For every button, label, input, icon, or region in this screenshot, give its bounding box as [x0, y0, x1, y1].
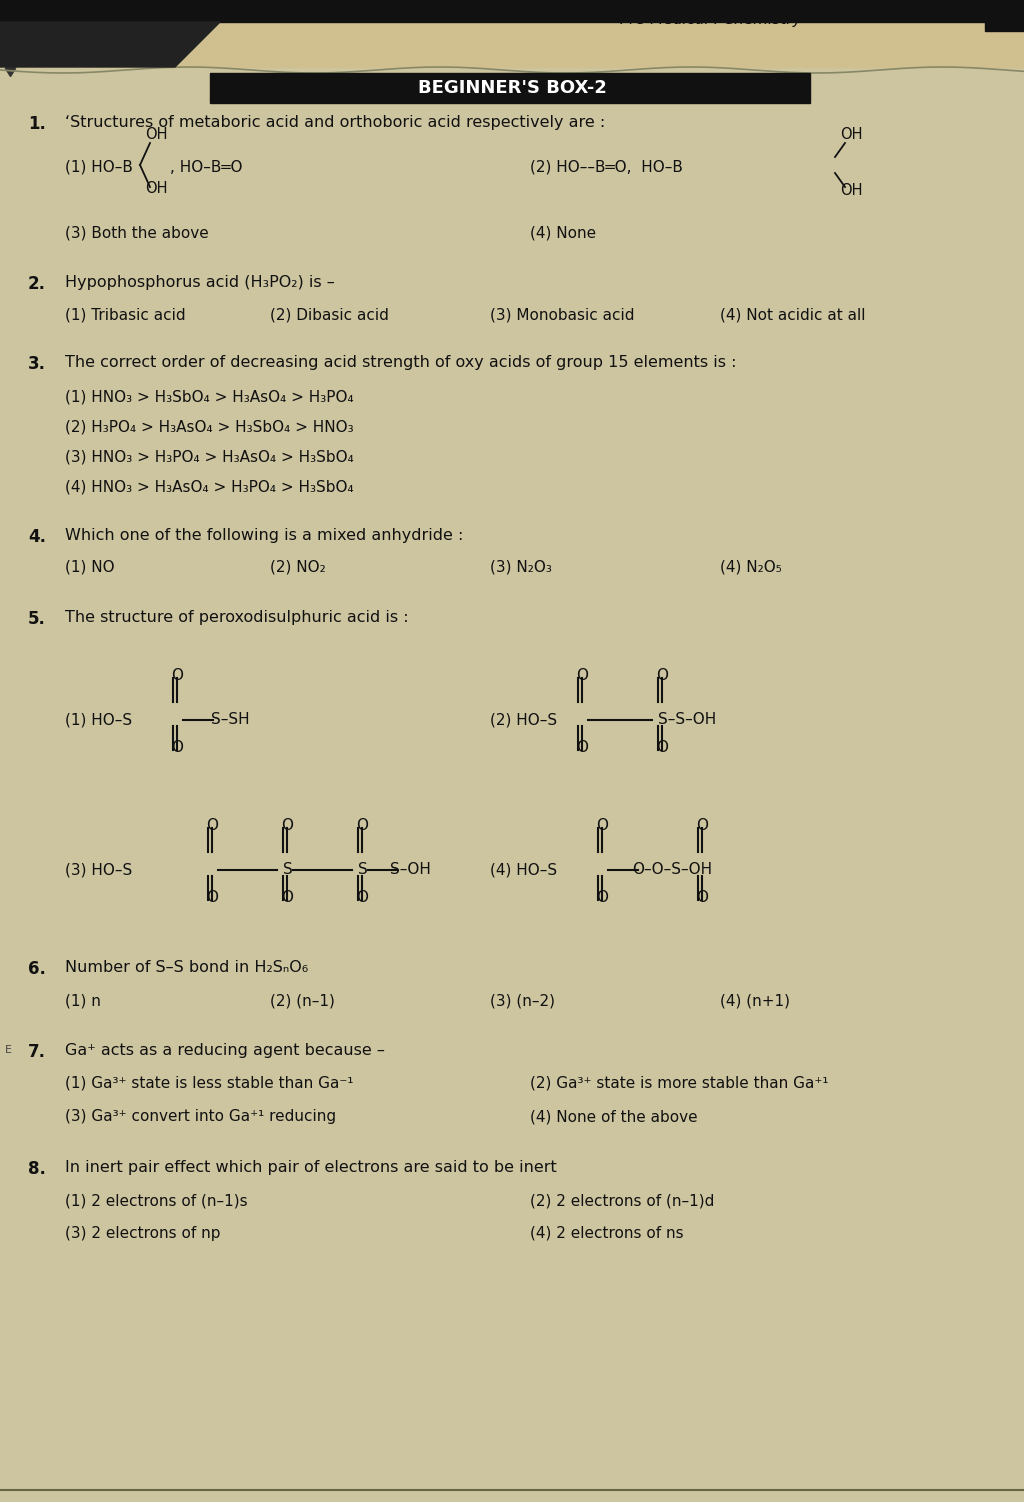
Text: O: O — [596, 891, 608, 906]
Text: (2) Dibasic acid: (2) Dibasic acid — [270, 308, 389, 323]
Text: (4) None: (4) None — [530, 225, 596, 240]
Text: (4) HNO₃ > H₃AsO₄ > H₃PO₄ > H₃SbO₄: (4) HNO₃ > H₃AsO₄ > H₃PO₄ > H₃SbO₄ — [65, 481, 353, 496]
Text: 1.: 1. — [28, 116, 46, 134]
Text: E: E — [4, 1045, 11, 1054]
Text: O: O — [696, 819, 708, 834]
Text: (3) Both the above: (3) Both the above — [65, 225, 209, 240]
Text: In inert pair effect which pair of electrons are said to be inert: In inert pair effect which pair of elect… — [65, 1160, 557, 1175]
Text: O: O — [656, 668, 668, 683]
Text: (3) N₂O₃: (3) N₂O₃ — [490, 560, 552, 575]
Text: 11: 11 — [993, 11, 1015, 26]
Text: (3) Ga³⁺ convert into Ga⁺¹ reducing: (3) Ga³⁺ convert into Ga⁺¹ reducing — [65, 1108, 336, 1123]
Text: (2) HO–S: (2) HO–S — [490, 712, 557, 727]
Text: O: O — [575, 740, 588, 756]
Text: (1) 2 electrons of (n–1)s: (1) 2 electrons of (n–1)s — [65, 1193, 248, 1208]
Text: (1) Ga³⁺ state is less stable than Ga⁻¹: (1) Ga³⁺ state is less stable than Ga⁻¹ — [65, 1075, 353, 1090]
Text: (1) Tribasic acid: (1) Tribasic acid — [65, 308, 185, 323]
Text: (2) HO––B═O,  HO–B: (2) HO––B═O, HO–B — [530, 159, 683, 174]
Bar — [0, 23, 1024, 68]
Text: O: O — [356, 819, 368, 834]
Text: S–OH: S–OH — [390, 862, 431, 877]
Text: S–S–OH: S–S–OH — [658, 712, 716, 727]
Text: Hypophosphorus acid (H₃PO₂) is –: Hypophosphorus acid (H₃PO₂) is – — [65, 275, 335, 290]
Text: (3) (n–2): (3) (n–2) — [490, 993, 555, 1008]
Text: O: O — [206, 891, 218, 906]
Text: O: O — [575, 668, 588, 683]
Text: (1) n: (1) n — [65, 993, 101, 1008]
Bar — [210, 74, 810, 104]
Text: (4) 2 electrons of ns: (4) 2 electrons of ns — [530, 1226, 684, 1241]
Text: (3) HO–S: (3) HO–S — [65, 862, 132, 877]
Text: OH: OH — [840, 183, 862, 198]
Text: (4) Not acidic at all: (4) Not acidic at all — [720, 308, 865, 323]
Text: O: O — [206, 819, 218, 834]
Text: 7.: 7. — [28, 1042, 46, 1060]
Text: 8.: 8. — [28, 1160, 46, 1178]
Text: S–SH: S–SH — [211, 712, 250, 727]
Text: The structure of peroxodisulphuric acid is :: The structure of peroxodisulphuric acid … — [65, 610, 409, 625]
Text: 5.: 5. — [28, 610, 46, 628]
Text: (1) HO–B: (1) HO–B — [65, 159, 133, 174]
Text: 6.: 6. — [28, 960, 46, 978]
Text: 3.: 3. — [28, 354, 46, 372]
Text: The correct order of decreasing acid strength of oxy acids of group 15 elements : The correct order of decreasing acid str… — [65, 354, 736, 369]
Text: OH: OH — [145, 182, 168, 195]
Text: O: O — [171, 668, 183, 683]
Text: (4) (n+1): (4) (n+1) — [720, 993, 790, 1008]
Text: (3) HNO₃ > H₃PO₄ > H₃AsO₄ > H₃SbO₄: (3) HNO₃ > H₃PO₄ > H₃AsO₄ > H₃SbO₄ — [65, 451, 353, 466]
Text: S: S — [283, 862, 293, 877]
Text: O: O — [696, 891, 708, 906]
Text: (4) N₂O₅: (4) N₂O₅ — [720, 560, 781, 575]
Text: (1) HO–S: (1) HO–S — [65, 712, 132, 727]
Text: O–O–S–OH: O–O–S–OH — [632, 862, 712, 877]
Text: OH: OH — [145, 128, 168, 143]
Text: (4) HO–S: (4) HO–S — [490, 862, 557, 877]
Text: BEGINNER'S BOX-2: BEGINNER'S BOX-2 — [418, 80, 606, 98]
Text: OH: OH — [840, 128, 862, 143]
Text: (2) (n–1): (2) (n–1) — [270, 993, 335, 1008]
Text: , HO–B═O: , HO–B═O — [170, 159, 243, 174]
Text: 2.: 2. — [28, 275, 46, 293]
Text: ‘Structures of metaboric acid and orthoboric acid respectively are :: ‘Structures of metaboric acid and orthob… — [65, 116, 605, 131]
Bar — [985, 5, 1024, 32]
Text: 4.: 4. — [28, 529, 46, 547]
Text: O: O — [281, 891, 293, 906]
Text: Number of S–S bond in H₂SₙO₆: Number of S–S bond in H₂SₙO₆ — [65, 960, 308, 975]
Text: (2) Ga³⁺ state is more stable than Ga⁺¹: (2) Ga³⁺ state is more stable than Ga⁺¹ — [530, 1075, 828, 1090]
Text: O: O — [596, 819, 608, 834]
Text: (2) 2 electrons of (n–1)d: (2) 2 electrons of (n–1)d — [530, 1193, 715, 1208]
Text: (3) 2 electrons of np: (3) 2 electrons of np — [65, 1226, 220, 1241]
Text: (3) Monobasic acid: (3) Monobasic acid — [490, 308, 635, 323]
Text: Which one of the following is a mixed anhydride :: Which one of the following is a mixed an… — [65, 529, 464, 544]
Text: O: O — [281, 819, 293, 834]
Text: S: S — [358, 862, 368, 877]
Text: (1) NO: (1) NO — [65, 560, 115, 575]
Text: O: O — [656, 740, 668, 756]
Text: Pre-Medical : Chemistry: Pre-Medical : Chemistry — [620, 12, 802, 27]
Text: Ga⁺ acts as a reducing agent because –: Ga⁺ acts as a reducing agent because – — [65, 1042, 385, 1057]
Text: (4) None of the above: (4) None of the above — [530, 1108, 697, 1123]
Text: (1) HNO₃ > H₃SbO₄ > H₃AsO₄ > H₃PO₄: (1) HNO₃ > H₃SbO₄ > H₃AsO₄ > H₃PO₄ — [65, 391, 353, 406]
Polygon shape — [0, 23, 220, 68]
Text: (2) H₃PO₄ > H₃AsO₄ > H₃SbO₄ > HNO₃: (2) H₃PO₄ > H₃AsO₄ > H₃SbO₄ > HNO₃ — [65, 421, 353, 436]
Bar — [0, 0, 1024, 23]
Text: ALLEN: ALLEN — [12, 42, 81, 62]
Text: O: O — [171, 740, 183, 756]
Text: (2) NO₂: (2) NO₂ — [270, 560, 326, 575]
Text: O: O — [356, 891, 368, 906]
